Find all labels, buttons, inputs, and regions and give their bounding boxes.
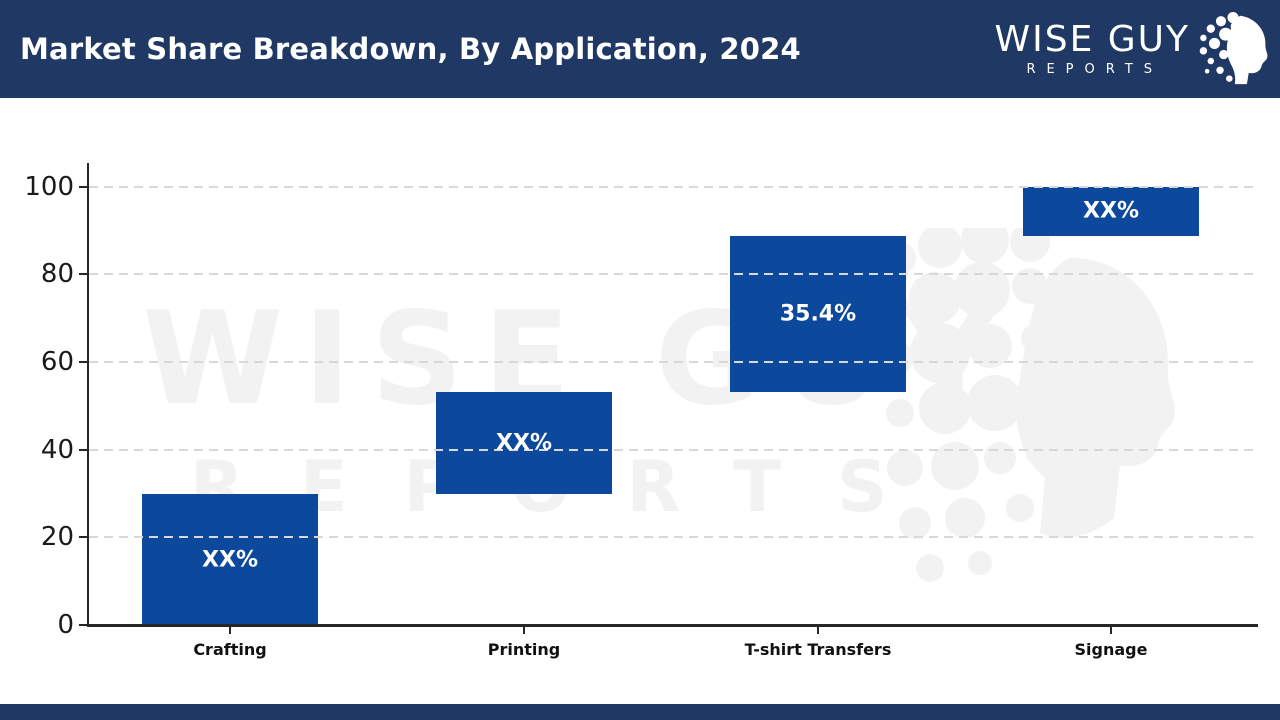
y-tick (79, 185, 88, 188)
y-tick-label: 0 (57, 610, 74, 640)
x-tick (817, 627, 819, 634)
x-axis-label: Signage (1074, 640, 1148, 659)
y-axis-line (87, 163, 89, 627)
bar-value-label: XX% (202, 547, 258, 573)
grid-line (89, 185, 1258, 188)
logo-text-wiseguy: WISE GUY (994, 19, 1190, 60)
x-tick (1110, 627, 1112, 634)
grid-line (89, 536, 1258, 539)
x-axis-label: T-shirt Transfers (744, 640, 892, 659)
bar-value-label: XX% (496, 430, 552, 456)
bar-segment (142, 494, 318, 625)
bar-segment (436, 391, 612, 495)
y-tick (79, 360, 88, 363)
y-tick-label: 80 (40, 259, 74, 290)
x-axis-label: Crafting (193, 640, 267, 659)
grid-line (89, 448, 1258, 451)
y-tick-label: 20 (40, 522, 74, 553)
logo-head-icon (1199, 12, 1268, 85)
bar-value-label: 35.4% (779, 301, 857, 327)
y-tick (79, 273, 88, 276)
footer-bar (0, 704, 1280, 720)
y-tick (79, 448, 88, 451)
x-axis-line (87, 624, 1258, 627)
y-tick-label: 100 (24, 171, 74, 202)
x-axis-label: Printing (487, 640, 561, 659)
bar-segment (730, 236, 906, 392)
wise-guy-reports-logo: WISE GUY REPORTS (995, 0, 1271, 98)
x-tick (229, 627, 231, 634)
y-tick (79, 624, 88, 626)
logo-text-reports: REPORTS (1026, 62, 1164, 77)
y-tick (79, 536, 88, 539)
header-bar: Market Share Breakdown, By Application, … (0, 0, 1280, 98)
y-tick-label: 40 (40, 434, 74, 465)
bar-segment (1023, 186, 1199, 237)
x-tick (523, 627, 525, 634)
watermark-head-dots-graphic (877, 228, 1175, 582)
page-title: Market Share Breakdown, By Application, … (20, 32, 801, 66)
grid-line (89, 273, 1258, 276)
y-tick-label: 60 (40, 346, 74, 377)
bar-value-label: XX% (1083, 198, 1139, 224)
grid-line (89, 360, 1258, 363)
